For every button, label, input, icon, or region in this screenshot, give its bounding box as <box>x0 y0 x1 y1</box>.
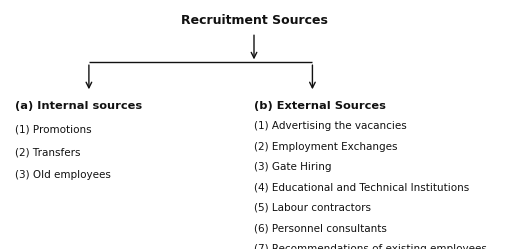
Text: (5) Labour contractors: (5) Labour contractors <box>254 203 371 213</box>
Text: (7) Recommendations of existing employees: (7) Recommendations of existing employee… <box>254 244 487 249</box>
Text: Recruitment Sources: Recruitment Sources <box>180 14 328 27</box>
Text: (2) Transfers: (2) Transfers <box>15 147 81 157</box>
Text: (a) Internal sources: (a) Internal sources <box>15 101 142 111</box>
Text: (3) Gate Hiring: (3) Gate Hiring <box>254 162 332 172</box>
Text: (b) External Sources: (b) External Sources <box>254 101 386 111</box>
Text: (1) Promotions: (1) Promotions <box>15 124 92 134</box>
Text: (2) Employment Exchanges: (2) Employment Exchanges <box>254 142 397 152</box>
Text: (1) Advertising the vacancies: (1) Advertising the vacancies <box>254 121 407 131</box>
Text: (6) Personnel consultants: (6) Personnel consultants <box>254 223 387 233</box>
Text: (4) Educational and Technical Institutions: (4) Educational and Technical Institutio… <box>254 183 469 192</box>
Text: (3) Old employees: (3) Old employees <box>15 170 111 180</box>
